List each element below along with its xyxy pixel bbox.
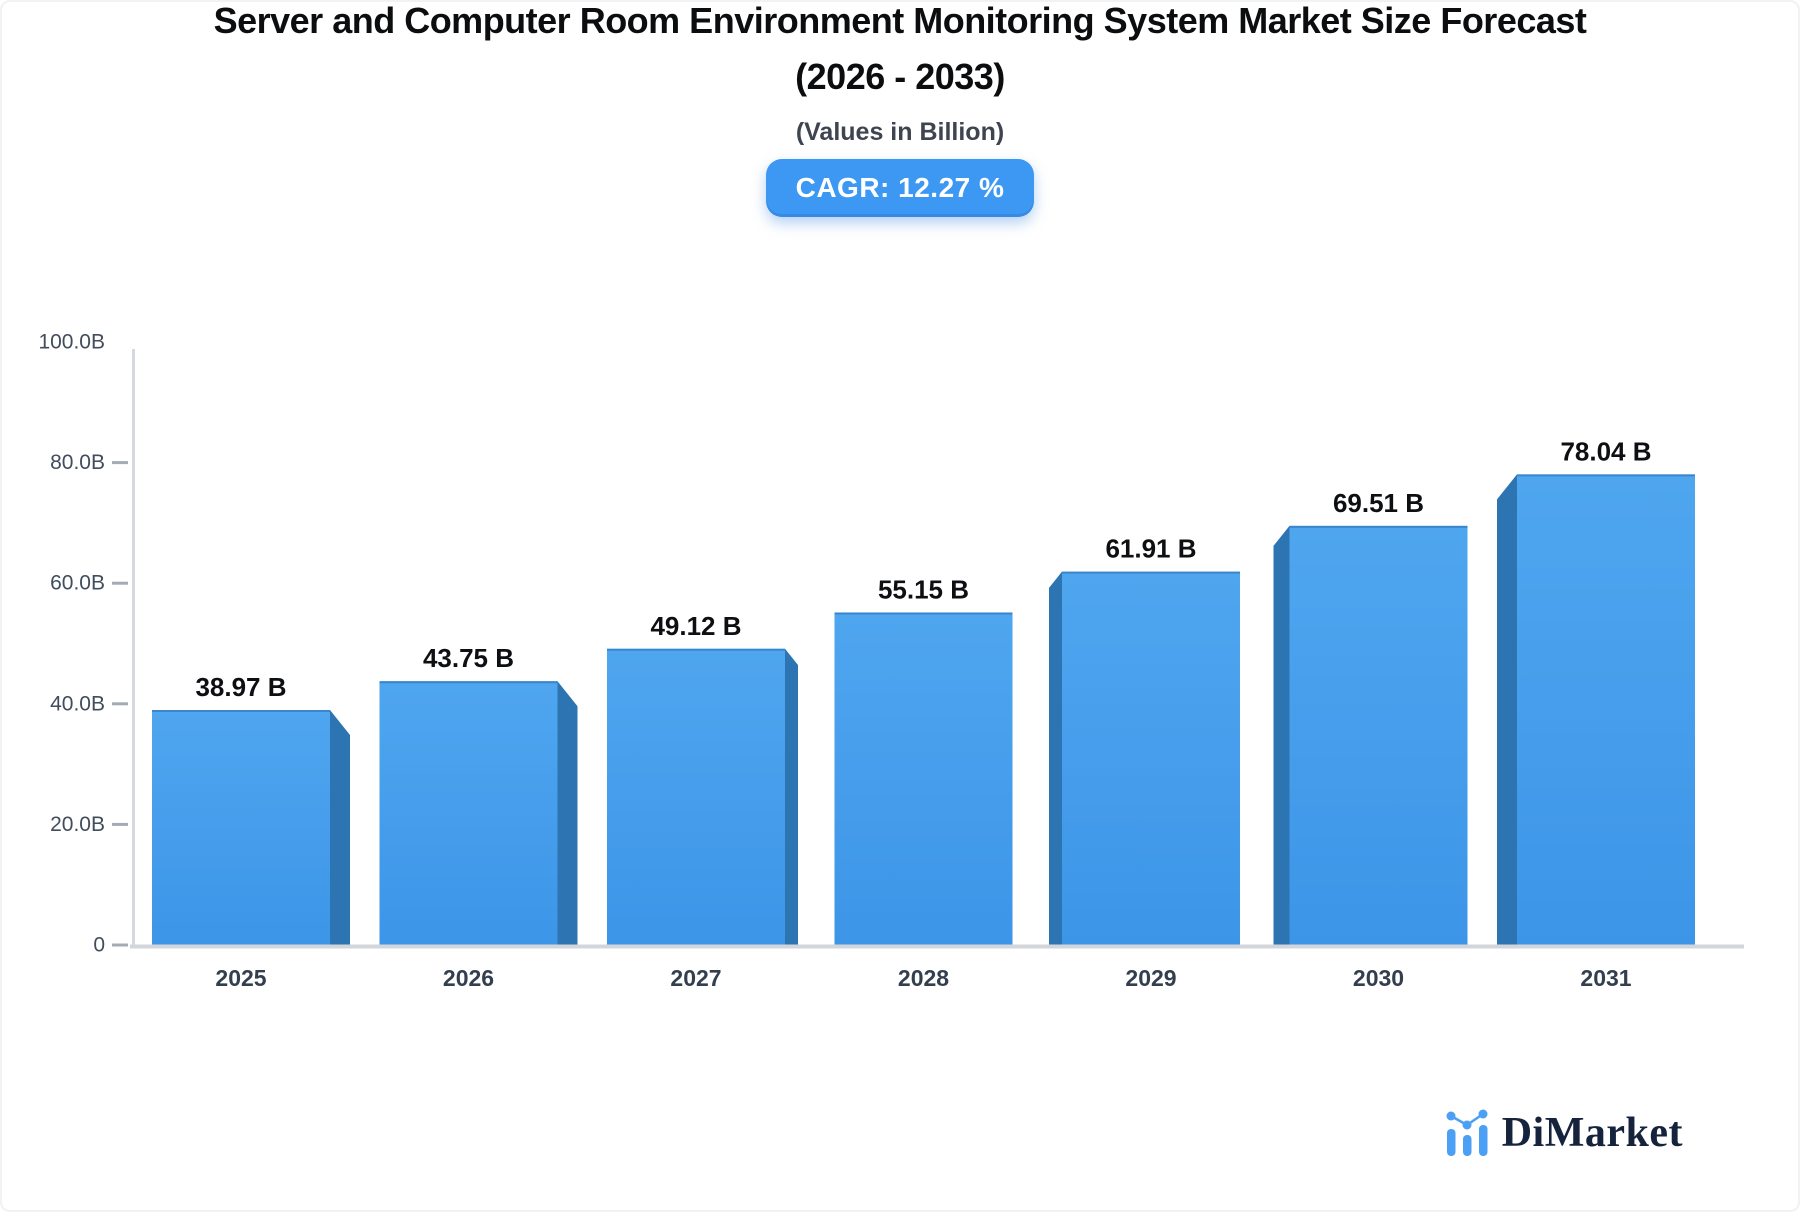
y-tick-label: 60.0B [50,572,105,595]
x-tick-label: 2029 [1125,965,1176,991]
logo-text: DiMarket [1501,1110,1683,1156]
chart-header: Server and Computer Room Environment Mon… [2,2,1798,217]
cagr-badge: CAGR: 12.27 % [765,158,1035,217]
y-tick-label: 20.0B [50,813,105,836]
bar-chart-logo-icon [1446,1109,1488,1156]
bar-side-face [330,710,350,945]
bar-2025[interactable] [152,710,330,945]
chart-title-line1: Server and Computer Room Environment Mon… [213,0,1587,41]
bar-side-face [785,648,798,945]
x-tick-label: 2027 [670,965,721,991]
bar-2027[interactable] [607,648,785,945]
bar-value-label: 78.04 B [1560,436,1651,466]
y-tick-label: 40.0B [50,692,105,715]
bar-2026[interactable] [379,681,558,945]
bar-value-label: 61.91 B [1105,534,1196,564]
y-tick-label: 80.0B [50,451,105,474]
bar-2028[interactable] [834,612,1013,945]
bar-side-face [1273,525,1290,945]
bar-2029[interactable] [1062,571,1240,945]
bar-value-label: 55.15 B [878,574,969,604]
x-tick-label: 2031 [1580,965,1631,991]
bar-side-face [1497,474,1517,945]
bar-value-label: 43.75 B [423,643,514,673]
bar-value-label: 38.97 B [195,672,286,702]
x-tick-label: 2030 [1353,965,1404,991]
bar-side-face [557,681,578,945]
bar-2031[interactable] [1517,474,1695,945]
bar-value-label: 49.12 B [650,611,741,641]
x-tick-label: 2025 [215,965,266,991]
bar-side-face [1049,571,1062,945]
x-tick-label: 2028 [898,965,949,991]
bar-value-label: 69.51 B [1333,488,1424,518]
chart-subtitle: (Values in Billion) [795,117,1005,146]
bar-2030[interactable] [1289,525,1468,945]
chart-title-line2: (2026 - 2033) [795,55,1005,97]
y-tick-label: 0 [93,934,105,957]
y-tick-label: 100.0B [38,331,105,354]
x-tick-label: 2026 [443,965,494,991]
dimarket-logo: DiMarket [1445,1108,1683,1158]
